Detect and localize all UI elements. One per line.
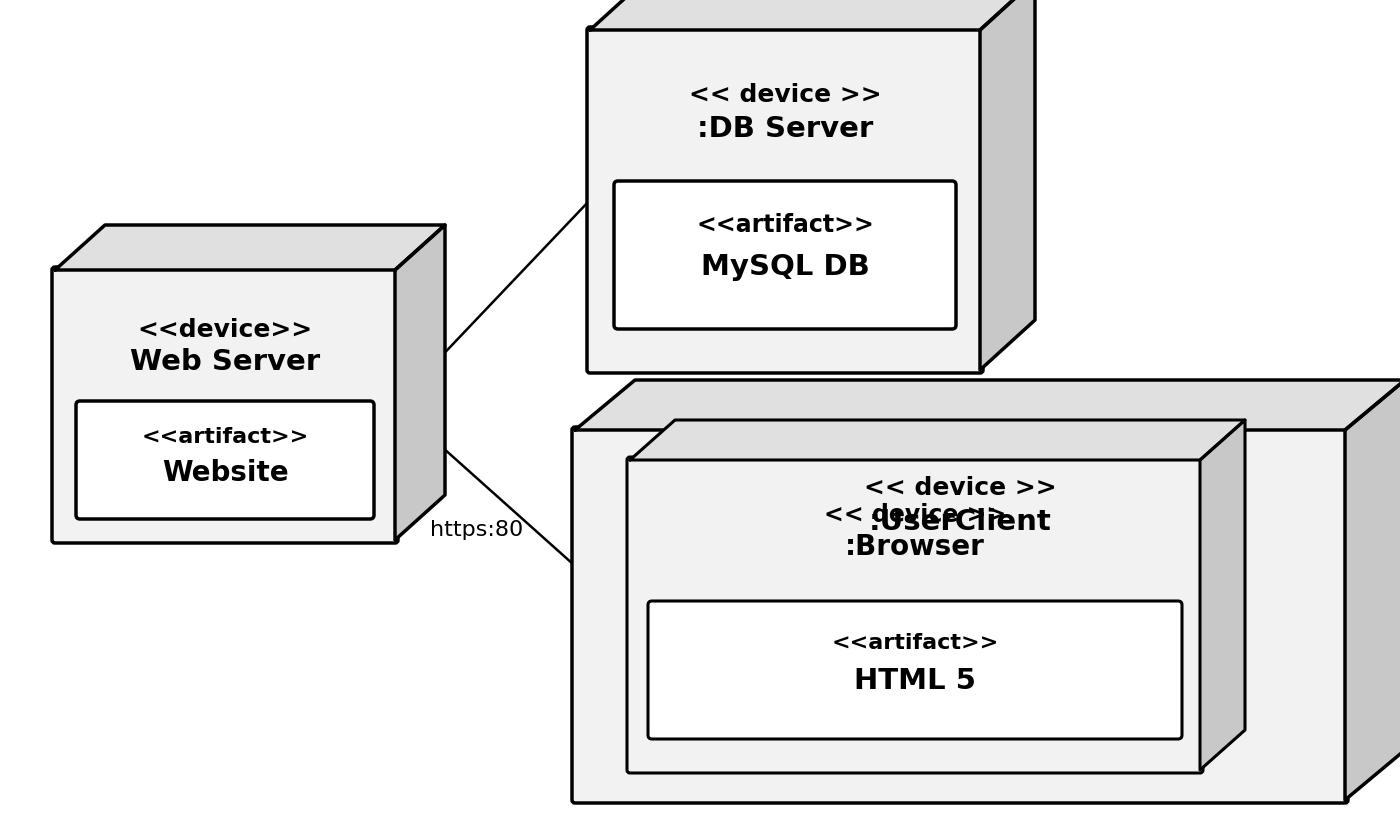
Polygon shape <box>630 420 1245 460</box>
Text: :UserClient: :UserClient <box>868 508 1051 536</box>
Text: << device >>: << device >> <box>823 503 1007 527</box>
FancyBboxPatch shape <box>573 427 1348 803</box>
Text: Website: Website <box>161 459 288 487</box>
FancyBboxPatch shape <box>52 267 398 543</box>
Text: Web Server: Web Server <box>130 348 321 376</box>
Polygon shape <box>395 225 445 540</box>
FancyBboxPatch shape <box>615 181 956 329</box>
Text: << device >>: << device >> <box>689 83 882 107</box>
Text: :DB Server: :DB Server <box>697 115 874 143</box>
Polygon shape <box>1345 380 1400 800</box>
Polygon shape <box>980 0 1035 370</box>
Text: <<artifact>>: <<artifact>> <box>141 427 308 447</box>
Polygon shape <box>589 0 1035 30</box>
Polygon shape <box>1200 420 1245 770</box>
Text: <<artifact>>: <<artifact>> <box>832 633 998 653</box>
Text: :Browser: :Browser <box>846 533 986 561</box>
Text: <<artifact>>: <<artifact>> <box>696 213 874 237</box>
FancyBboxPatch shape <box>627 457 1203 773</box>
Text: << device >>: << device >> <box>864 476 1057 500</box>
FancyBboxPatch shape <box>76 401 374 519</box>
FancyBboxPatch shape <box>648 601 1182 739</box>
Text: https:80: https:80 <box>430 520 524 540</box>
Text: <<device>>: <<device>> <box>137 318 312 342</box>
Polygon shape <box>55 225 445 270</box>
Text: HTML 5: HTML 5 <box>854 667 976 695</box>
Text: MySQL DB: MySQL DB <box>700 253 869 281</box>
FancyBboxPatch shape <box>587 27 983 373</box>
Polygon shape <box>575 380 1400 430</box>
